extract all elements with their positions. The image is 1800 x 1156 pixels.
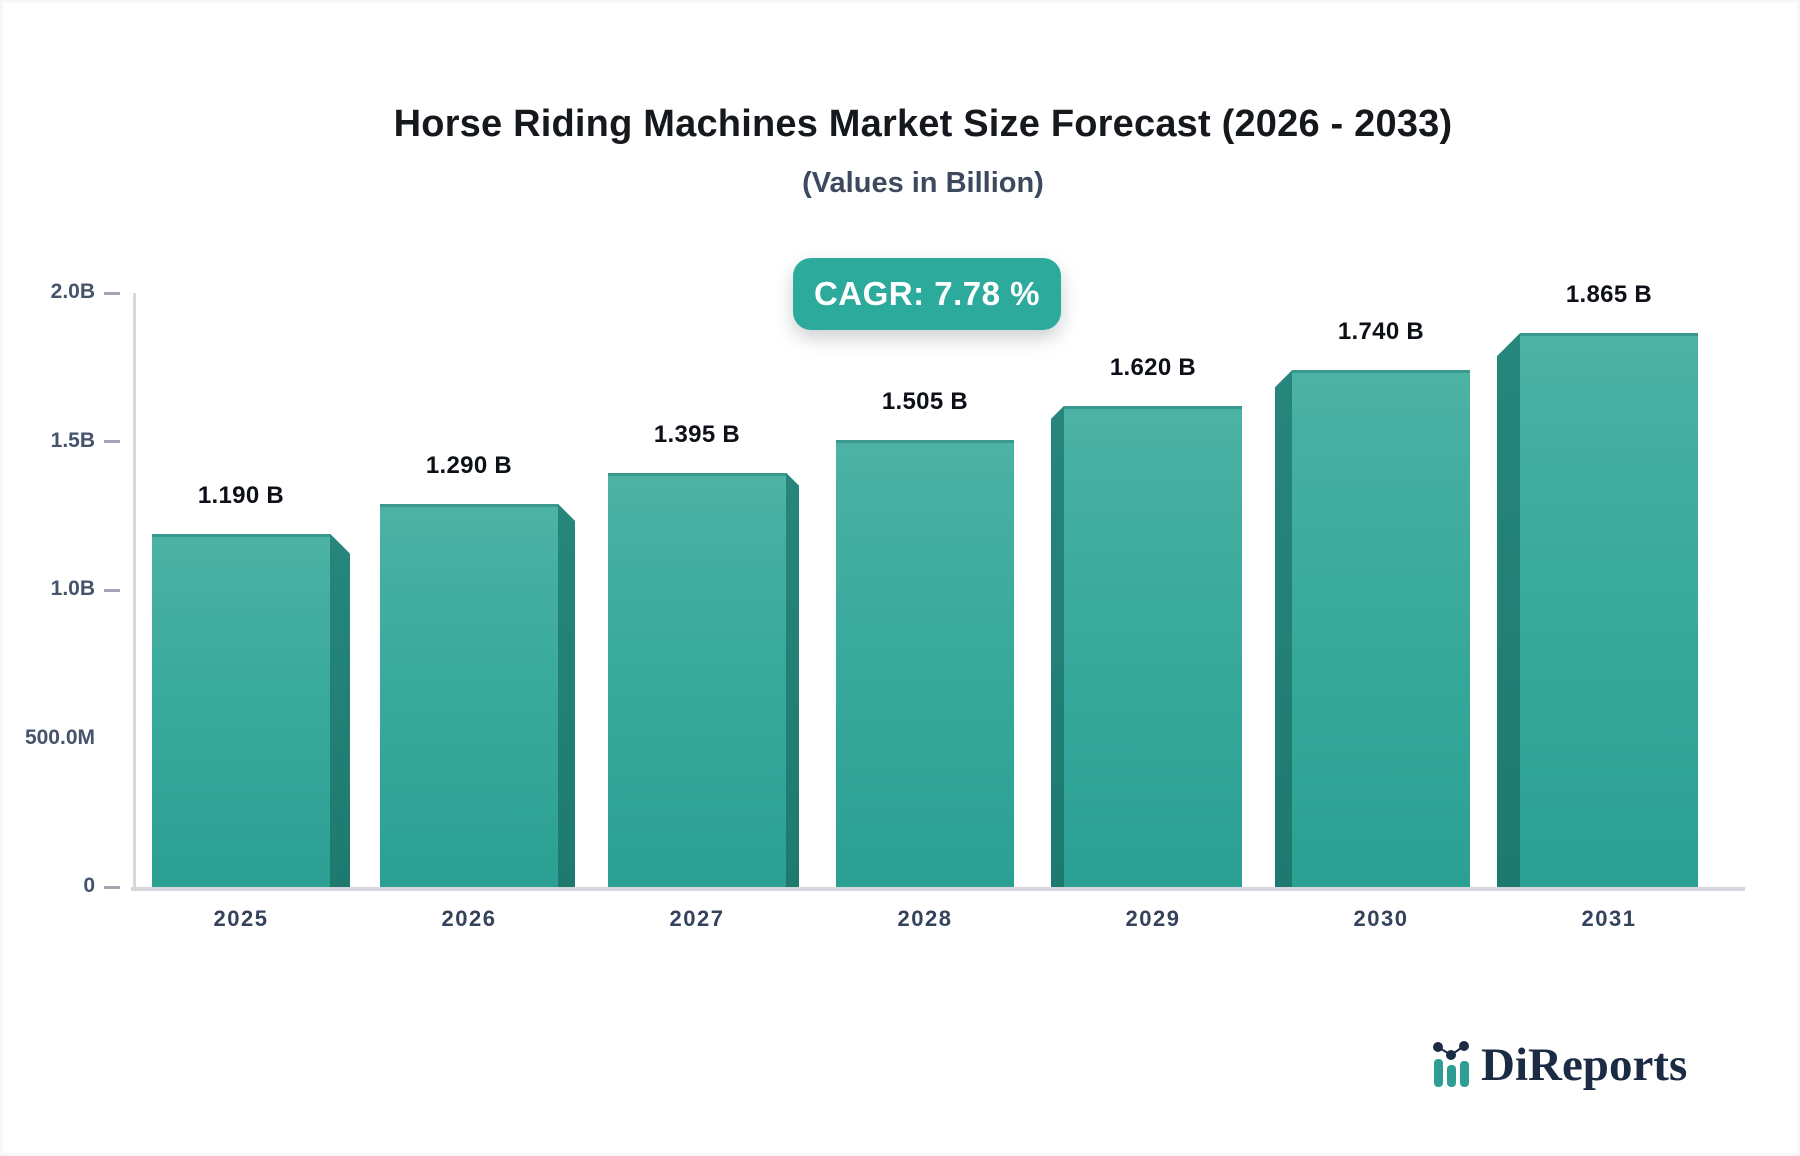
- bar-2029[interactable]: [1064, 405, 1242, 887]
- bar-3d-side-2027: [786, 472, 799, 887]
- bar-value-label-2030: 1.740 B: [1337, 318, 1425, 346]
- bar-value-label-2028: 1.505 B: [881, 388, 969, 415]
- bar-value-label-2031: 1.865 B: [1565, 281, 1653, 309]
- y-axis-tick-0: [104, 885, 120, 889]
- y-axis-label-0: 0: [83, 874, 95, 897]
- brand-logo-text: DiReports: [1481, 1039, 1688, 1091]
- y-axis-label-2.0B: 2.0B: [50, 280, 95, 303]
- bar-3d-side-2029: [1051, 405, 1064, 887]
- cagr-badge-label: CAGR: 7.78 %: [813, 275, 1041, 312]
- bar-value-label-2027: 1.395 B: [653, 420, 741, 448]
- y-axis-tick-2.0B: [104, 291, 120, 295]
- chart-subtitle: (Values in Billion): [802, 167, 1044, 199]
- bar-3d-side-2025: [330, 533, 350, 887]
- bar-3d-side-2031: [1497, 333, 1520, 887]
- bar-2030[interactable]: [1292, 370, 1470, 887]
- mini-bar-line-chart-icon: [1433, 1041, 1469, 1087]
- y-axis-label-1.0B: 1.0B: [50, 577, 95, 600]
- y-axis-label-1.5B: 1.5B: [50, 428, 95, 452]
- bar-3d-side-2026: [558, 503, 575, 887]
- bar-2026[interactable]: [380, 503, 558, 887]
- x-axis-label-2026: 2026: [441, 906, 497, 931]
- y-axis-tick-1.5B: [104, 440, 120, 443]
- bar-2028[interactable]: [836, 440, 1014, 887]
- chart-card: Horse Riding Machines Market Size Foreca…: [3, 3, 1797, 1153]
- bar-3d-side-2030: [1275, 370, 1292, 887]
- x-axis-label-2031: 2031: [1581, 906, 1637, 931]
- y-axis-tick-1.0B: [104, 588, 120, 592]
- bar-value-label-2025: 1.190 B: [197, 481, 285, 509]
- chart-title: Horse Riding Machines Market Size Foreca…: [393, 103, 1453, 145]
- x-axis-label-2028: 2028: [897, 906, 953, 931]
- x-axis-baseline: [131, 887, 1745, 891]
- bar-2031[interactable]: [1520, 333, 1698, 887]
- bar-2025[interactable]: [152, 533, 330, 887]
- bar-2027[interactable]: [608, 472, 786, 887]
- bar-value-label-2029: 1.620 B: [1109, 353, 1197, 381]
- x-axis-label-2030: 2030: [1353, 906, 1409, 931]
- bar-value-label-2026: 1.290 B: [425, 451, 513, 479]
- y-axis-label-500.0M: 500.0M: [24, 725, 95, 749]
- cagr-badge: CAGR: 7.78 %: [793, 258, 1061, 330]
- x-axis-label-2025: 2025: [213, 906, 269, 931]
- y-axis-line: [133, 293, 136, 889]
- x-axis-label-2027: 2027: [669, 906, 725, 931]
- brand-logo: DiReports: [1431, 1035, 1687, 1089]
- x-axis-label-2029: 2029: [1125, 906, 1181, 931]
